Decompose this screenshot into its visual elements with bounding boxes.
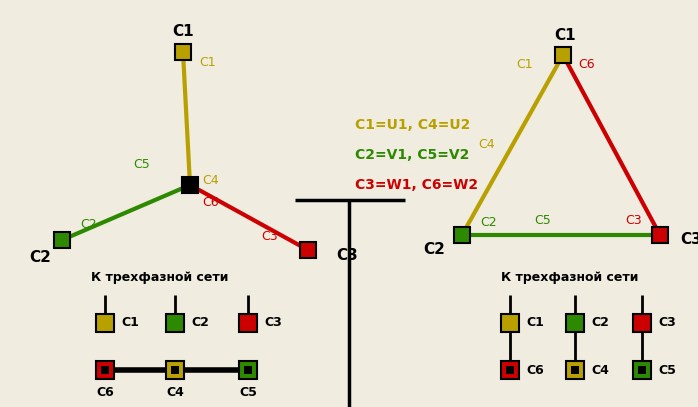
Text: C6: C6: [202, 197, 218, 210]
Text: C2: C2: [480, 217, 496, 230]
Bar: [506, 366, 514, 374]
Text: C3: C3: [625, 214, 642, 228]
Text: C6: C6: [526, 363, 544, 376]
Bar: [555, 47, 571, 63]
Bar: [171, 366, 179, 374]
Text: C5: C5: [534, 214, 551, 228]
Text: C4: C4: [202, 173, 218, 186]
Text: C4: C4: [478, 138, 494, 151]
Text: C1: C1: [199, 55, 216, 68]
Bar: [166, 361, 184, 379]
Bar: [54, 232, 70, 248]
Text: C3=W1, C6=W2: C3=W1, C6=W2: [355, 178, 478, 192]
Text: C3: C3: [680, 232, 698, 247]
Text: C2: C2: [191, 317, 209, 330]
Text: C3: C3: [261, 230, 278, 243]
Text: C2: C2: [423, 243, 445, 258]
Text: C1: C1: [121, 317, 139, 330]
Text: C2: C2: [591, 317, 609, 330]
Bar: [652, 227, 668, 243]
Bar: [300, 242, 316, 258]
Bar: [501, 361, 519, 379]
Text: К трехфазной сети: К трехфазной сети: [501, 271, 639, 284]
Bar: [454, 227, 470, 243]
Text: C2: C2: [80, 219, 96, 232]
Bar: [175, 44, 191, 60]
Bar: [501, 314, 519, 332]
Text: C3: C3: [264, 317, 282, 330]
Text: C1: C1: [526, 317, 544, 330]
Text: C4: C4: [591, 363, 609, 376]
Text: C1: C1: [172, 24, 194, 39]
Bar: [182, 177, 198, 193]
Bar: [633, 314, 651, 332]
Text: C6: C6: [578, 59, 595, 72]
Bar: [571, 366, 579, 374]
Text: C5: C5: [239, 385, 257, 398]
Text: К трехфазной сети: К трехфазной сети: [91, 271, 229, 284]
Bar: [638, 366, 646, 374]
Text: C5: C5: [658, 363, 676, 376]
Bar: [566, 314, 584, 332]
Text: C3: C3: [336, 247, 358, 263]
Bar: [101, 366, 109, 374]
Text: C5: C5: [133, 158, 150, 171]
Bar: [166, 314, 184, 332]
Text: C1=U1, C4=U2: C1=U1, C4=U2: [355, 118, 470, 132]
Bar: [239, 361, 257, 379]
Text: C4: C4: [166, 385, 184, 398]
Bar: [244, 366, 252, 374]
Bar: [566, 361, 584, 379]
Bar: [239, 314, 257, 332]
Bar: [96, 361, 114, 379]
Text: C2=V1, C5=V2: C2=V1, C5=V2: [355, 148, 469, 162]
Text: C6: C6: [96, 385, 114, 398]
Bar: [633, 361, 651, 379]
Text: C1: C1: [517, 59, 533, 72]
Bar: [96, 314, 114, 332]
Text: C1: C1: [554, 28, 576, 42]
Text: C2: C2: [29, 250, 51, 265]
Text: C3: C3: [658, 317, 676, 330]
